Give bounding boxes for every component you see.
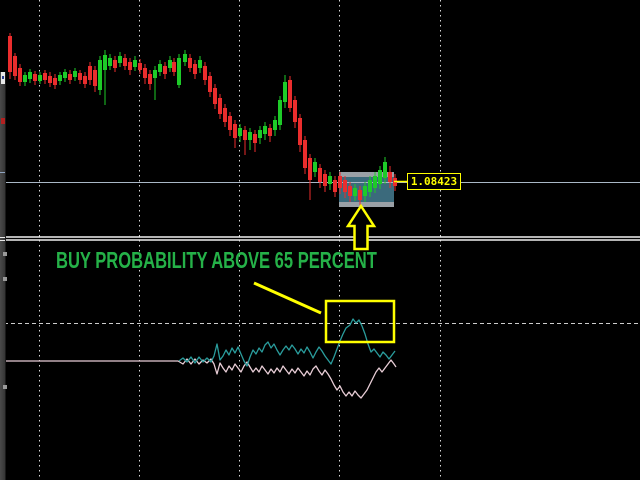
candle-body	[183, 54, 187, 62]
candle-body	[163, 66, 167, 74]
candle-body	[133, 60, 137, 67]
candle-body	[233, 124, 237, 138]
candle-body	[303, 140, 307, 168]
candle-body	[88, 66, 92, 80]
oscillator-pink-line	[4, 358, 397, 399]
candle-body	[333, 180, 337, 192]
candle-body	[28, 72, 32, 79]
candle-body	[348, 186, 352, 196]
candle-body	[228, 116, 232, 130]
candle-body	[158, 64, 162, 72]
candle-body	[113, 60, 117, 68]
candle-body	[283, 82, 287, 102]
window-icon-fragment	[2, 76, 4, 79]
current-price-label[interactable]: 1.08423	[407, 173, 461, 190]
candle-body	[23, 75, 27, 82]
candle-body	[238, 128, 242, 136]
candle-body	[358, 190, 362, 200]
background-window-edge[interactable]	[0, 72, 7, 480]
candle-body	[328, 176, 332, 184]
candle-body	[198, 60, 202, 68]
candle-body	[313, 162, 317, 172]
candle-body	[68, 74, 72, 80]
candle-body	[188, 58, 192, 68]
candle-body	[263, 126, 267, 134]
candle-body	[172, 62, 176, 72]
candle-body	[78, 73, 82, 80]
buy-arrow-up-icon[interactable]	[345, 203, 377, 251]
candle-body	[363, 186, 367, 196]
candle-body	[213, 88, 217, 104]
scale-tick-fragment	[3, 385, 7, 389]
separator-fragment	[0, 240, 5, 241]
candle-body	[343, 180, 347, 192]
candle-body	[143, 68, 147, 78]
candle-body	[203, 66, 207, 80]
red-glyph-fragment	[1, 118, 5, 124]
candle-body	[138, 63, 142, 70]
annotation-pointer-line[interactable]	[253, 281, 322, 315]
highlight-zone-top-band	[339, 172, 394, 177]
candle-body	[298, 118, 302, 145]
candle-body	[33, 74, 37, 81]
candle-body	[48, 76, 52, 83]
highlight-zone-bottom-band	[339, 202, 394, 207]
candle-body	[268, 128, 272, 136]
candle-body	[318, 168, 322, 182]
candle-body	[368, 180, 372, 192]
buy-probability-annotation[interactable]: BUY PROBABILITY ABOVE 65 PERCENT	[56, 247, 377, 273]
candle-body	[53, 78, 57, 85]
candle-body	[273, 120, 277, 130]
candle-body	[388, 172, 392, 182]
candle-body	[253, 134, 257, 143]
signal-highlight-rect[interactable]	[324, 299, 396, 344]
oscillator-teal-line	[178, 318, 396, 367]
scale-tick-fragment	[3, 277, 7, 281]
candle-body	[293, 100, 297, 122]
candle-body	[383, 162, 387, 178]
candle-body	[288, 80, 292, 108]
line-fragment	[0, 172, 5, 173]
candle-body	[108, 58, 112, 66]
candle-body	[208, 76, 212, 92]
candle-body	[373, 176, 377, 188]
candle-body	[223, 108, 227, 122]
candle-body	[193, 64, 197, 74]
candle-body	[168, 60, 172, 68]
candle-body	[323, 174, 327, 186]
candle-body	[243, 130, 247, 140]
candle-body	[83, 76, 87, 84]
candle-body	[18, 68, 22, 82]
candle-body	[308, 158, 312, 180]
candle-body	[118, 56, 122, 63]
candle-body	[378, 170, 382, 184]
candle-body	[148, 74, 152, 84]
candle-body	[103, 55, 107, 70]
candle-body	[258, 130, 262, 138]
candle-body	[153, 70, 157, 78]
candle-body	[38, 75, 42, 81]
candle-body	[73, 71, 77, 77]
candle-body	[43, 73, 47, 80]
candle-body	[128, 62, 132, 70]
candle-body	[13, 56, 17, 76]
scale-tick-fragment	[3, 252, 7, 256]
candle-body	[123, 58, 127, 66]
candle-body	[248, 132, 252, 140]
candle-body	[98, 60, 102, 90]
candle-body	[338, 176, 342, 188]
candle-body	[8, 36, 12, 72]
candle-body	[177, 58, 181, 85]
candle-body	[278, 100, 282, 125]
candle-body	[58, 75, 62, 81]
candle-body	[353, 188, 357, 196]
candle-body	[93, 70, 97, 86]
candle-body	[218, 98, 222, 114]
separator-fragment	[0, 237, 5, 238]
candle-body	[63, 72, 67, 78]
